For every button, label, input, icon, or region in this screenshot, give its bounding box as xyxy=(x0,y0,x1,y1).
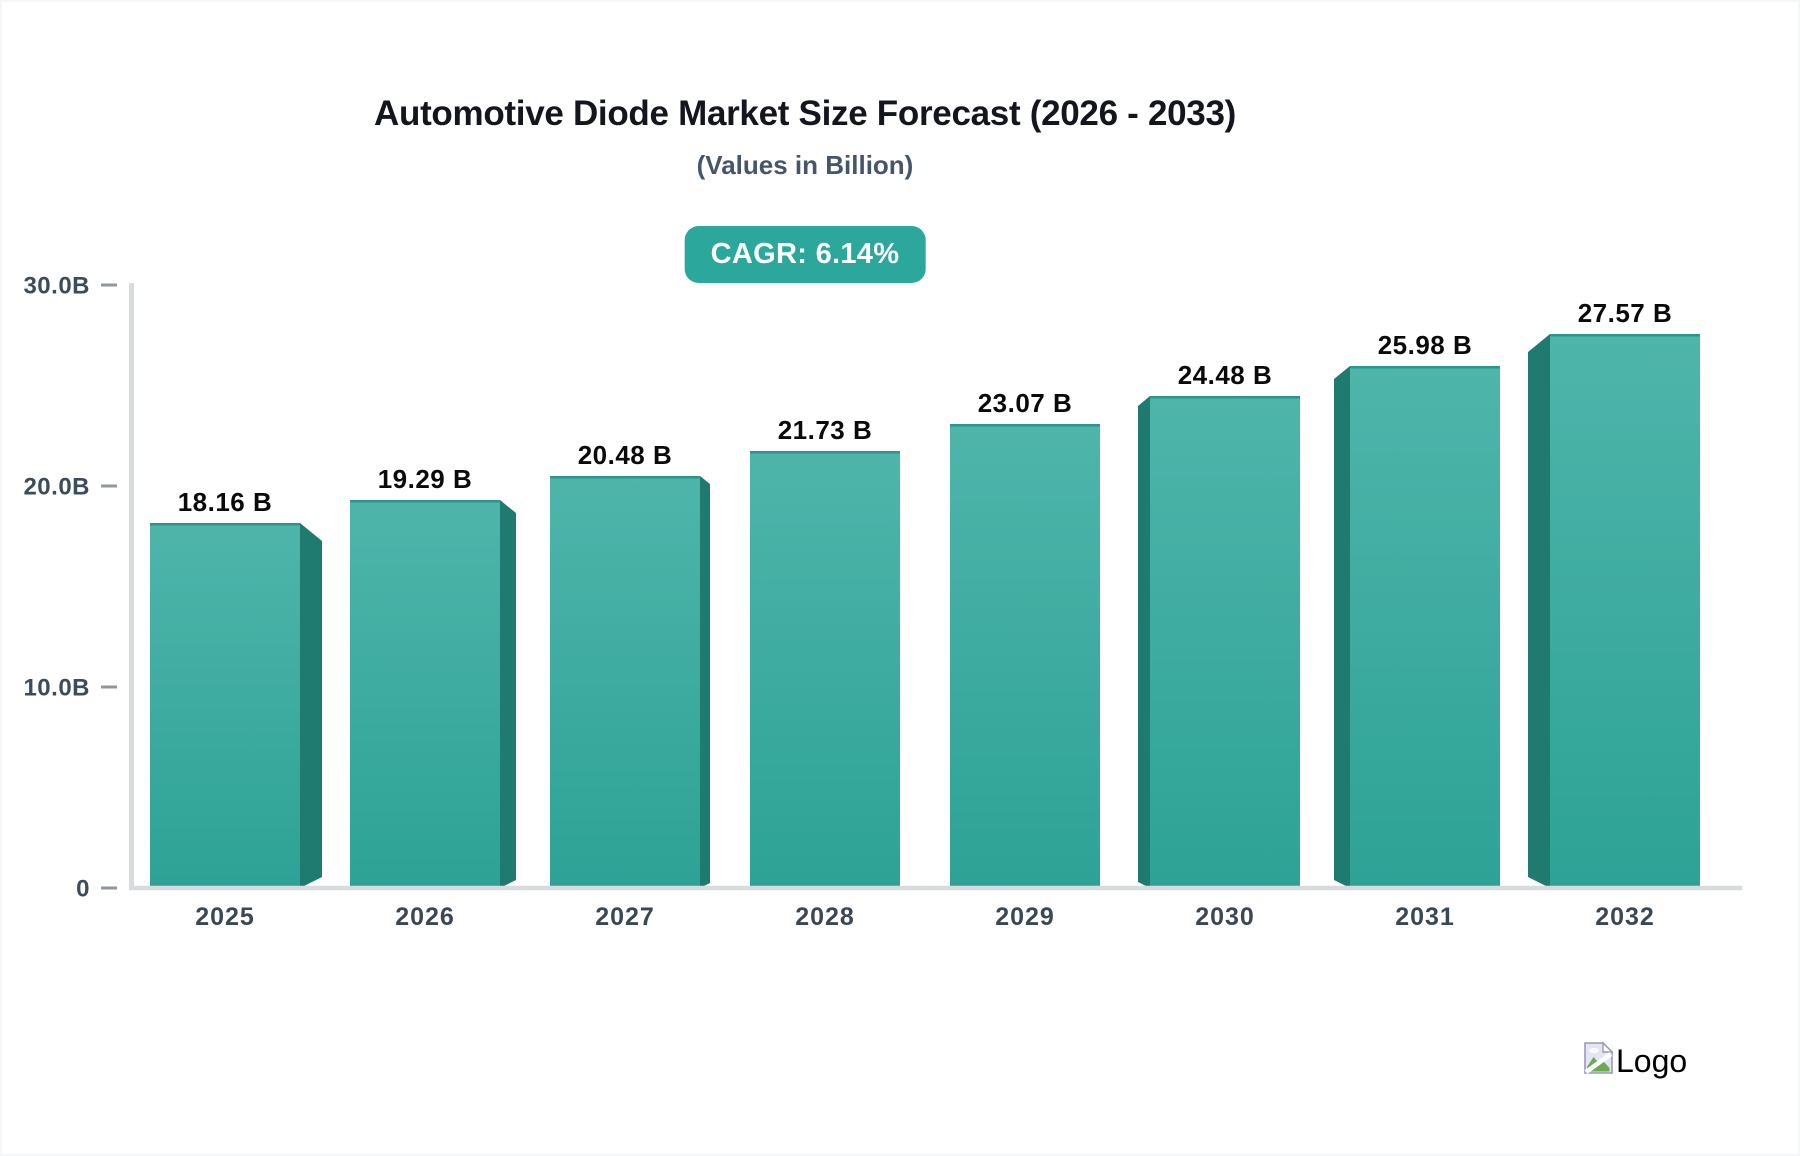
bar-value-label: 25.98 B xyxy=(1378,330,1473,360)
bar-side-face xyxy=(1334,366,1350,888)
x-axis-category-label: 2027 xyxy=(595,903,655,931)
bar-2028 xyxy=(750,451,900,888)
x-axis-category-label: 2031 xyxy=(1395,903,1455,931)
bar-2031 xyxy=(1334,366,1500,888)
bar-2030 xyxy=(1138,396,1300,888)
cagr-badge: CAGR: 6.14% xyxy=(684,226,926,283)
bar-front-face xyxy=(150,523,300,888)
bar-front-face xyxy=(1350,366,1500,888)
bar-value-label: 20.48 B xyxy=(578,440,673,470)
bar-2026 xyxy=(350,500,516,888)
x-axis-category-label: 2026 xyxy=(395,903,455,931)
broken-image-icon xyxy=(1584,1041,1614,1074)
chart-title: Automotive Diode Market Size Forecast (2… xyxy=(374,94,1236,133)
x-axis-category-label: 2028 xyxy=(795,903,855,931)
bar-front-face xyxy=(1550,334,1700,888)
x-axis-category-label: 2029 xyxy=(995,903,1055,931)
logo-alt-text: Logo xyxy=(1616,1043,1688,1079)
x-axis-category-label: 2025 xyxy=(195,903,255,931)
chart-subtitle: (Values in Billion) xyxy=(696,150,914,180)
bar-2025 xyxy=(150,523,322,888)
bar-side-face xyxy=(1528,334,1550,888)
bar-front-face xyxy=(750,451,900,888)
bar-value-label: 19.29 B xyxy=(378,464,473,494)
bar-value-label: 24.48 B xyxy=(1178,360,1273,390)
bar-value-label: 27.57 B xyxy=(1578,298,1673,328)
y-axis-label: 0 xyxy=(76,876,90,903)
logo: Logo xyxy=(1583,1041,1688,1079)
bar-side-face xyxy=(700,476,710,888)
bar-side-face xyxy=(1138,396,1150,888)
bar-2032 xyxy=(1528,334,1700,888)
y-axis-label: 30.0B xyxy=(23,273,90,300)
bar-front-face xyxy=(550,476,700,888)
y-axis-label: 10.0B xyxy=(23,675,90,702)
bar-2027 xyxy=(550,476,710,888)
bar-value-label: 21.73 B xyxy=(778,415,873,445)
bar-front-face xyxy=(350,500,500,888)
x-axis-category-label: 2030 xyxy=(1195,903,1255,931)
bar-side-face xyxy=(500,500,516,888)
x-axis-category-label: 2032 xyxy=(1595,903,1655,931)
y-axis-label: 20.0B xyxy=(23,474,90,501)
bar-front-face xyxy=(950,424,1100,888)
bar-side-face xyxy=(300,523,322,888)
bar-value-label: 23.07 B xyxy=(978,388,1073,418)
bar-front-face xyxy=(1150,396,1300,888)
bar-value-label: 18.16 B xyxy=(178,487,273,517)
bar-2029 xyxy=(950,424,1100,888)
